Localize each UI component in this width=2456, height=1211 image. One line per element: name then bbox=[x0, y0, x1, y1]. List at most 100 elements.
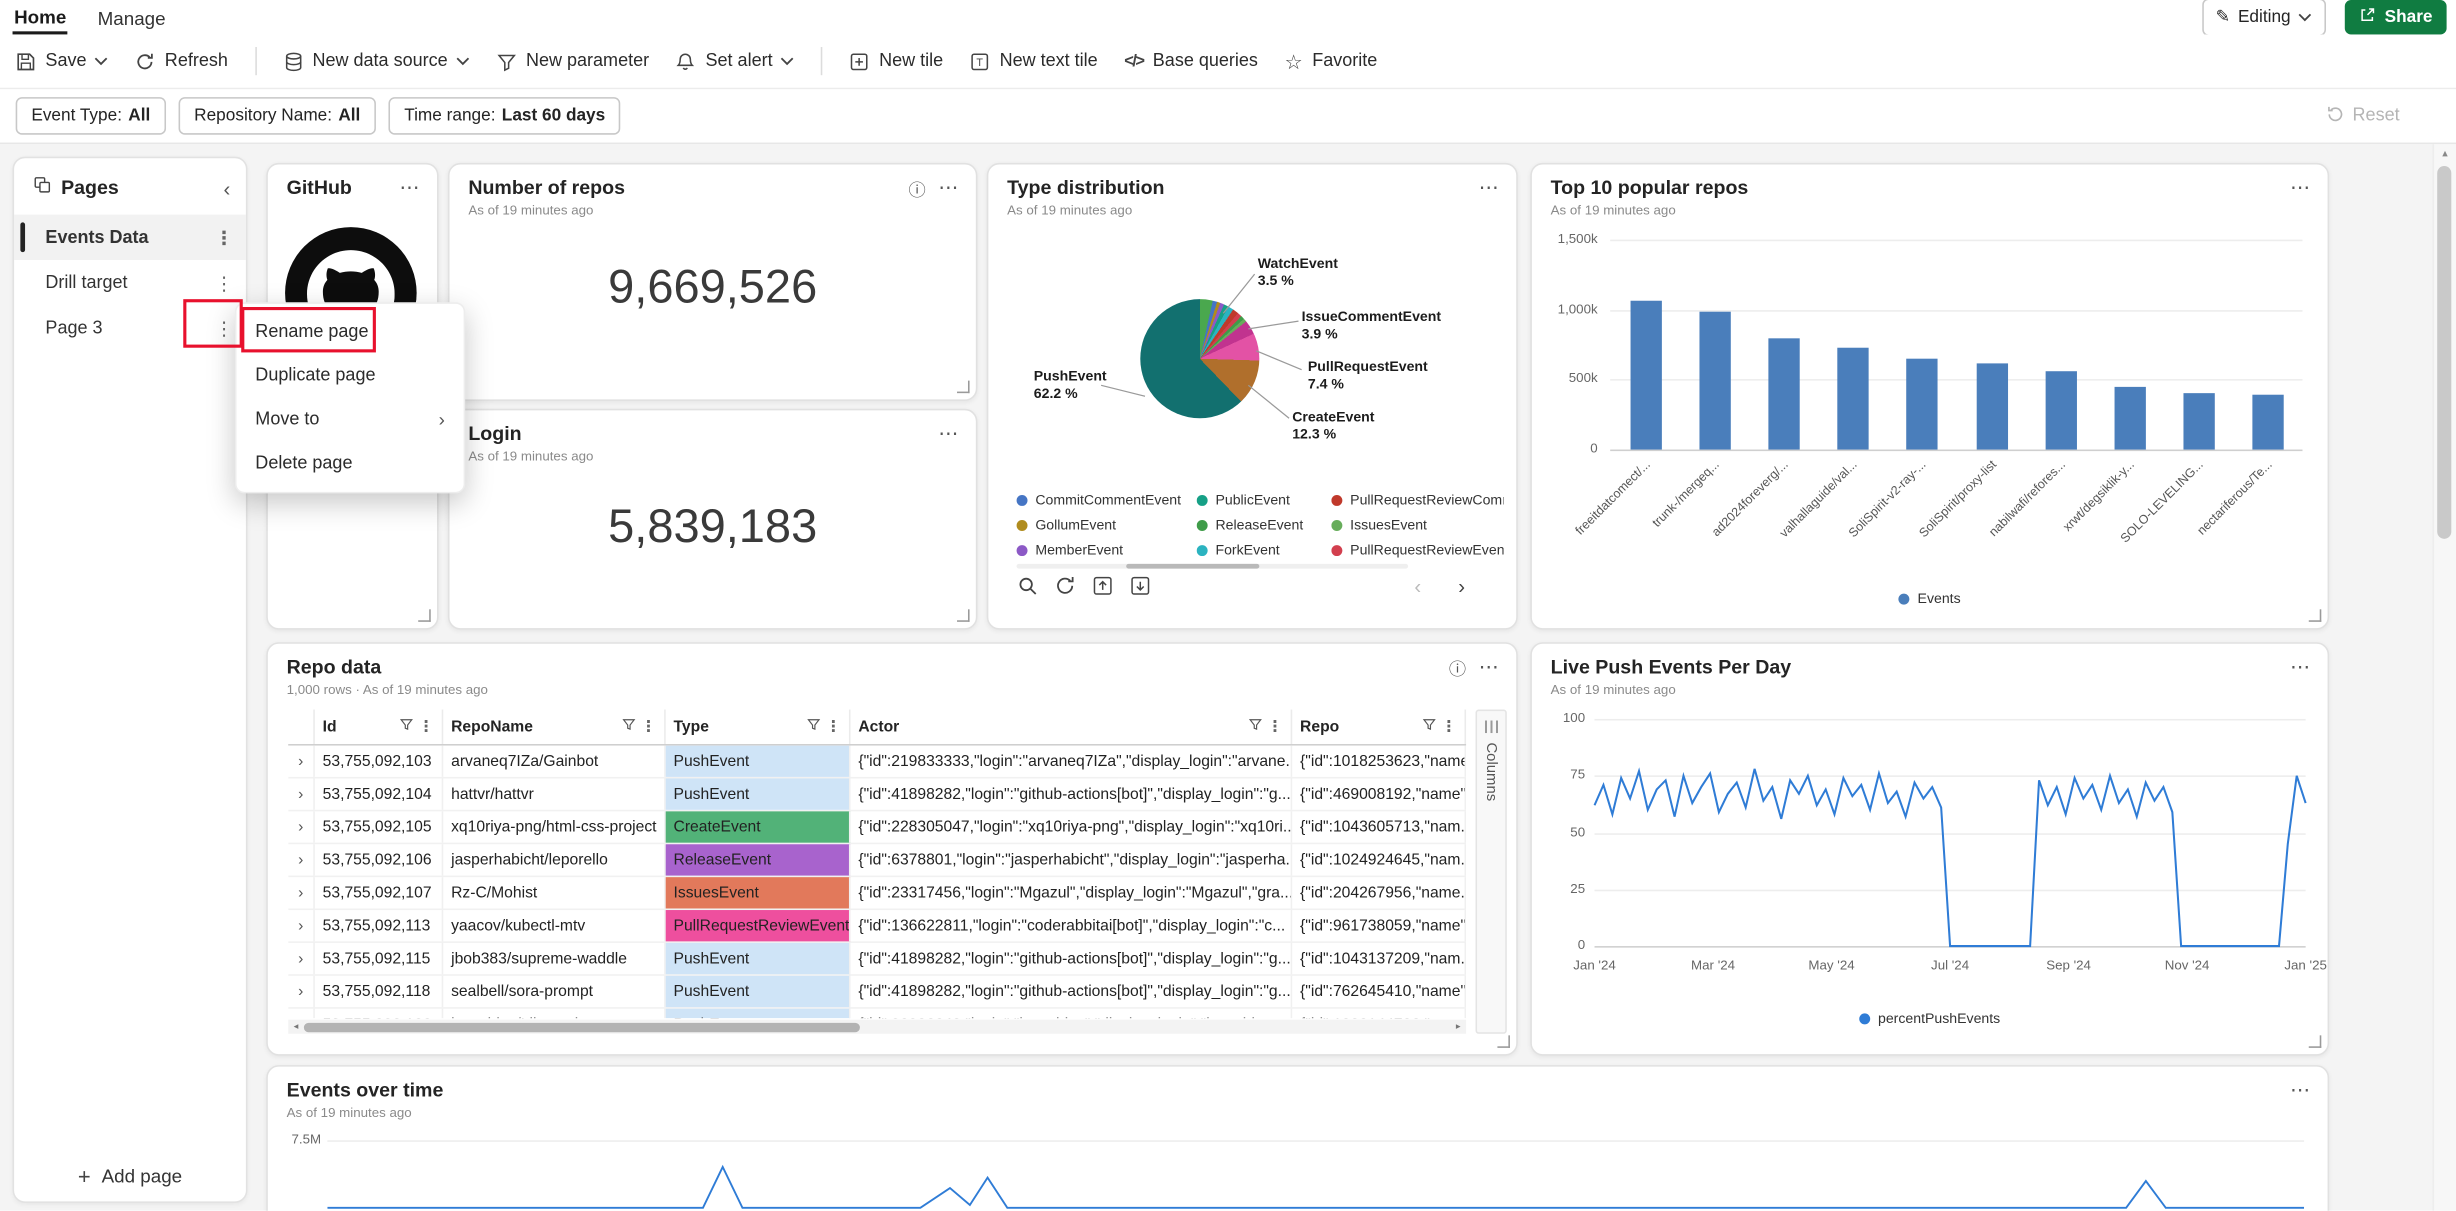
row-expander-icon[interactable]: › bbox=[288, 811, 315, 843]
filter-repository-name[interactable]: Repository Name: All bbox=[178, 97, 377, 135]
table-row[interactable]: › 53,755,092,104 hattvr/hattvr PushEvent {"i… bbox=[288, 778, 1467, 812]
row-expander-icon[interactable]: › bbox=[288, 1008, 315, 1019]
table-row[interactable]: › 53,755,092,103 arvaneq7IZa/Gainbot PushEv… bbox=[288, 745, 1467, 779]
columns-panel-toggle[interactable]: Columns bbox=[1475, 709, 1507, 1034]
legend-item-issuesevent[interactable]: IssuesEvent bbox=[1331, 512, 1503, 537]
legend-item-releaseevent[interactable]: ReleaseEvent bbox=[1196, 512, 1329, 537]
vertical-scrollbar[interactable]: ▴ bbox=[2432, 144, 2456, 1211]
column-header-actor[interactable]: Actor ⋮ bbox=[851, 709, 1293, 745]
legend-item-commitcommentevent[interactable]: CommitCommentEvent bbox=[1016, 487, 1194, 512]
scrollbar-thumb[interactable] bbox=[2437, 166, 2452, 539]
legend-next-icon[interactable]: › bbox=[1458, 574, 1466, 599]
add-page-button[interactable]: + Add page bbox=[14, 1164, 246, 1189]
menu-item-rename-page[interactable]: Rename page bbox=[237, 310, 464, 354]
scroll-up-icon[interactable]: ▴ bbox=[2442, 148, 2448, 160]
reset-button[interactable]: Reset bbox=[2326, 104, 2400, 127]
menu-item-duplicate-page[interactable]: Duplicate page bbox=[237, 354, 464, 398]
row-expander-icon[interactable]: › bbox=[288, 745, 315, 777]
kebab-icon[interactable]: ⋮ bbox=[1441, 718, 1457, 736]
new-text-tile-button[interactable]: T New text tile bbox=[970, 51, 1098, 71]
row-expander-icon[interactable]: › bbox=[288, 778, 315, 810]
more-options-icon[interactable]: ⋯ bbox=[399, 175, 420, 199]
download-icon[interactable] bbox=[1129, 575, 1151, 597]
legend-prev-icon[interactable]: ‹ bbox=[1414, 574, 1422, 599]
scroll-left-icon[interactable]: ◂ bbox=[293, 1022, 299, 1033]
scrollbar-thumb[interactable] bbox=[303, 1022, 860, 1032]
row-expander-icon[interactable]: › bbox=[288, 910, 315, 942]
legend-item-pullrequestreviewcomm[interactable]: PullRequestReviewComm bbox=[1331, 487, 1504, 512]
menu-item-move-to[interactable]: Move to › bbox=[237, 398, 464, 442]
kebab-icon[interactable]: ⋮ bbox=[418, 718, 434, 736]
new-tile-button[interactable]: New tile bbox=[849, 51, 943, 71]
row-expander-icon[interactable]: › bbox=[288, 942, 315, 975]
filter-icon[interactable] bbox=[399, 717, 413, 736]
more-options-icon[interactable]: ⋯ bbox=[2289, 175, 2311, 199]
more-options-icon[interactable]: ⋯ bbox=[938, 421, 959, 445]
upload-icon[interactable] bbox=[1092, 575, 1114, 597]
refresh-button[interactable]: Refresh bbox=[135, 51, 228, 71]
filter-icon[interactable] bbox=[1422, 717, 1436, 736]
search-icon[interactable] bbox=[1017, 575, 1039, 597]
sidebar-item-events-data[interactable]: Events Data ⋮ bbox=[14, 214, 246, 261]
kebab-icon[interactable]: ⋮ bbox=[640, 718, 657, 736]
row-expander-icon[interactable]: › bbox=[288, 975, 315, 1008]
save-button[interactable]: Save bbox=[16, 51, 109, 71]
share-button[interactable]: Share bbox=[2345, 0, 2447, 35]
filter-event-type[interactable]: Event Type: All bbox=[15, 97, 166, 135]
base-queries-button[interactable]: </> Base queries bbox=[1124, 52, 1258, 71]
tab-manage[interactable]: Manage bbox=[97, 7, 166, 29]
new-data-source-button[interactable]: New data source bbox=[283, 51, 470, 71]
sidebar-item-drill-target[interactable]: Drill target ⋮ bbox=[14, 260, 246, 305]
info-icon[interactable]: ⓘ bbox=[1448, 660, 1467, 680]
column-header-reponame[interactable]: RepoName ⋮ bbox=[443, 709, 666, 745]
table-row[interactable]: › 53,755,092,115 jbob383/supreme-waddle Pus… bbox=[288, 942, 1467, 976]
filter-icon[interactable] bbox=[1248, 717, 1262, 736]
editing-mode-button[interactable]: ✎ Editing bbox=[2201, 0, 2327, 37]
row-expander-icon[interactable]: › bbox=[288, 877, 315, 909]
resize-handle[interactable] bbox=[957, 380, 970, 394]
kebab-icon[interactable]: ⋮ bbox=[214, 271, 234, 294]
resize-handle[interactable] bbox=[418, 609, 431, 622]
resize-handle[interactable] bbox=[1497, 1035, 1510, 1048]
table-row[interactable]: › 53,755,092,113 yaacov/kubectl-mtv PullReq… bbox=[288, 910, 1467, 943]
column-header-id[interactable]: Id ⋮ bbox=[315, 709, 444, 745]
kebab-icon[interactable]: ⋮ bbox=[214, 226, 234, 249]
more-options-icon[interactable]: ⋯ bbox=[1478, 175, 1499, 199]
legend-item-pullrequestreviewevent[interactable]: PullRequestReviewEvent bbox=[1331, 537, 1504, 562]
set-alert-button[interactable]: Set alert bbox=[676, 51, 795, 71]
sync-icon[interactable] bbox=[1054, 575, 1076, 597]
favorite-button[interactable]: ☆ Favorite bbox=[1285, 51, 1378, 71]
resize-handle[interactable] bbox=[2308, 609, 2322, 622]
menu-item-delete-page[interactable]: Delete page bbox=[237, 442, 464, 486]
filter-time-range[interactable]: Time range: Last 60 days bbox=[388, 97, 621, 135]
table-row[interactable]: › 53,755,092,106 jasperhabicht/leporello Re… bbox=[288, 844, 1467, 878]
legend-item-publicevent[interactable]: PublicEvent bbox=[1196, 487, 1329, 512]
table-row[interactable]: › 53,755,092,105 xq10riya-png/html-css-pro… bbox=[288, 811, 1467, 845]
resize-handle[interactable] bbox=[957, 609, 970, 622]
more-options-icon[interactable]: ⋯ bbox=[2289, 1077, 2311, 1102]
row-expander-icon[interactable]: › bbox=[288, 844, 315, 876]
resize-handle[interactable] bbox=[2308, 1035, 2322, 1048]
table-row[interactable]: › 53,755,092,118 sealbell/sora-prompt PushE… bbox=[288, 975, 1467, 1009]
kebab-icon[interactable]: ⋮ bbox=[825, 718, 842, 736]
sidebar-item-page-3[interactable]: Page 3 ⋮ bbox=[14, 305, 246, 350]
scroll-right-icon[interactable]: ▸ bbox=[1455, 1022, 1461, 1033]
kebab-icon[interactable]: ⋮ bbox=[214, 317, 234, 340]
column-header-type[interactable]: Type ⋮ bbox=[666, 709, 851, 745]
legend-item-forkevent[interactable]: ForkEvent bbox=[1196, 537, 1329, 562]
legend-item-memberevent[interactable]: MemberEvent bbox=[1016, 537, 1194, 562]
table-row[interactable]: ›53,755,092,122jvnsaidev/LibrerarianPush… bbox=[288, 1008, 1467, 1019]
legend-scrollbar[interactable] bbox=[1016, 563, 1409, 569]
collapse-sidebar-icon[interactable]: ‹ bbox=[223, 176, 231, 200]
table-row[interactable]: › 53,755,092,107 Rz-C/Mohist IssuesEvent {"i… bbox=[288, 877, 1467, 911]
horizontal-scrollbar[interactable]: ◂ ▸ bbox=[288, 1019, 1467, 1034]
kebab-icon[interactable]: ⋮ bbox=[1267, 718, 1283, 736]
filter-icon[interactable] bbox=[807, 717, 821, 736]
more-options-icon[interactable]: ⋯ bbox=[1478, 654, 1499, 679]
info-icon[interactable]: ⓘ bbox=[908, 181, 926, 201]
column-header-repo[interactable]: Repo ⋮ bbox=[1292, 709, 1467, 745]
filter-icon[interactable] bbox=[622, 717, 636, 736]
more-options-icon[interactable]: ⋯ bbox=[2289, 654, 2311, 679]
tab-home[interactable]: Home bbox=[12, 1, 68, 34]
new-parameter-button[interactable]: New parameter bbox=[496, 51, 649, 71]
